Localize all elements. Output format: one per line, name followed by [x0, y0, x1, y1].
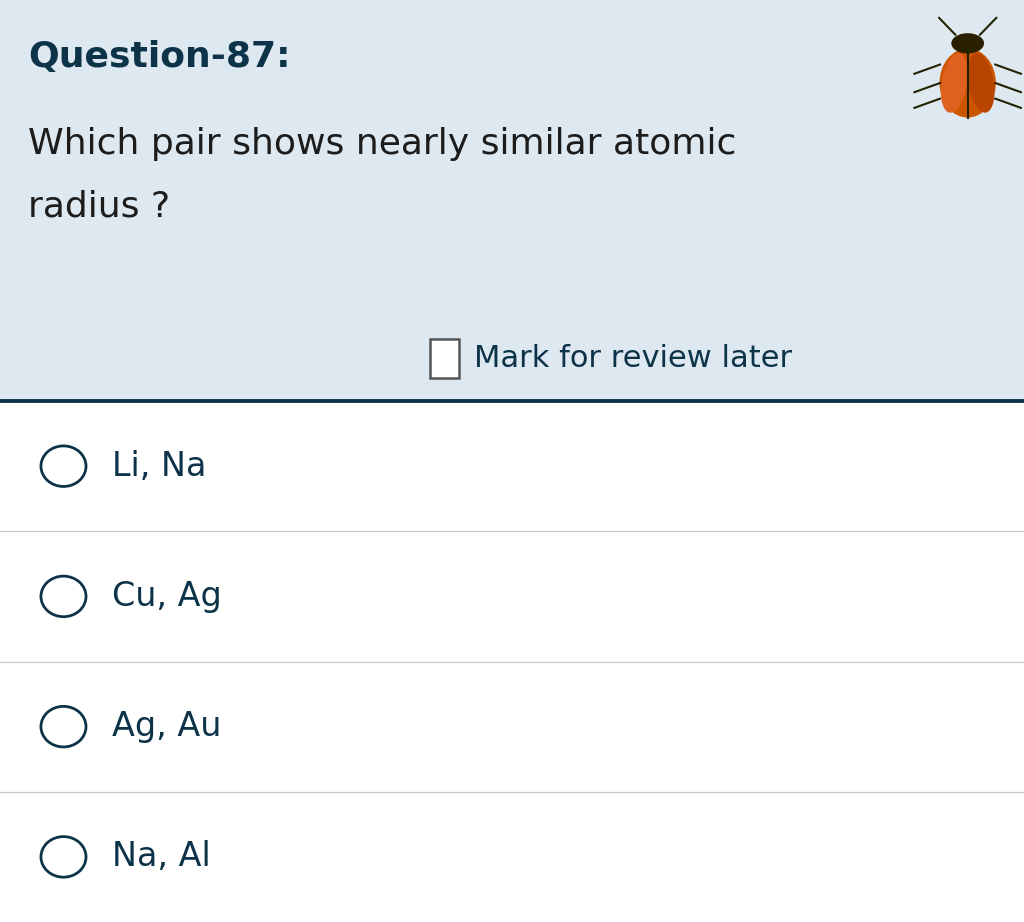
- Ellipse shape: [940, 49, 995, 118]
- Circle shape: [41, 836, 86, 877]
- Text: Mark for review later: Mark for review later: [474, 344, 793, 373]
- Text: Ag, Au: Ag, Au: [112, 710, 221, 743]
- Ellipse shape: [941, 53, 968, 112]
- Ellipse shape: [968, 53, 994, 112]
- Text: Which pair shows nearly similar atomic: Which pair shows nearly similar atomic: [28, 127, 736, 161]
- Circle shape: [41, 706, 86, 747]
- Text: radius ?: radius ?: [28, 189, 170, 223]
- Text: Cu, Ag: Cu, Ag: [112, 580, 221, 613]
- Circle shape: [41, 576, 86, 617]
- Text: Li, Na: Li, Na: [112, 450, 206, 483]
- Text: Na, Al: Na, Al: [112, 840, 210, 873]
- Bar: [430, 339, 459, 378]
- Circle shape: [41, 446, 86, 487]
- Text: Question-87:: Question-87:: [28, 40, 291, 74]
- FancyBboxPatch shape: [0, 0, 1024, 401]
- Ellipse shape: [951, 33, 984, 53]
